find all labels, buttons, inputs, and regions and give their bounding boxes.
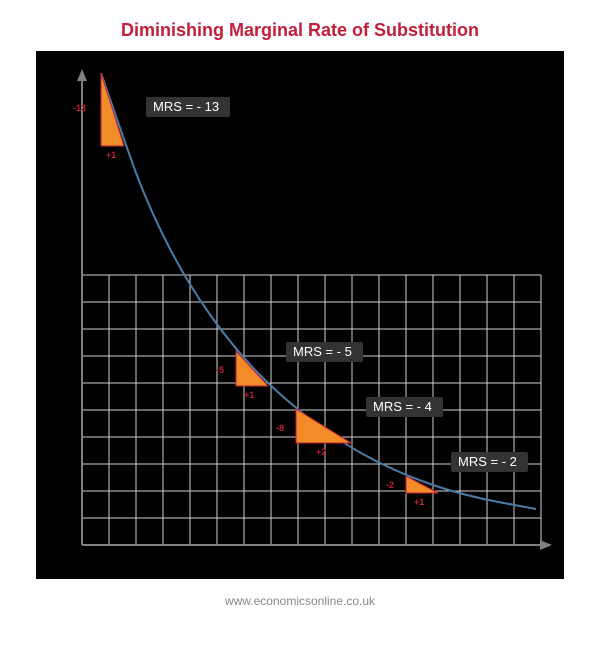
chart-title: Diminishing Marginal Rate of Substitutio… xyxy=(0,0,600,51)
svg-text:-8: -8 xyxy=(276,423,284,433)
svg-text:-5: -5 xyxy=(216,365,224,375)
svg-text:+2: +2 xyxy=(316,447,326,457)
axes xyxy=(77,69,552,550)
svg-text:MRS = - 13: MRS = - 13 xyxy=(153,99,219,114)
mrs-triangle-2: -8 +2 MRS = - 4 xyxy=(276,397,443,457)
footer-text: www.economicsonline.co.uk xyxy=(0,579,600,608)
chart-area: -13 +1 MRS = - 13 -5 +1 MRS = - 5 -8 +2 MRS = - … xyxy=(36,51,564,579)
mrs-triangle-0: -13 +1 MRS = - 13 xyxy=(73,73,230,160)
svg-text:-13: -13 xyxy=(73,103,86,113)
svg-text:+1: +1 xyxy=(244,390,254,400)
svg-text:MRS = - 2: MRS = - 2 xyxy=(458,454,517,469)
grid xyxy=(82,275,541,545)
mrs-triangle-3: -2 +1 MRS = - 2 xyxy=(386,452,528,507)
svg-text:MRS = - 4: MRS = - 4 xyxy=(373,399,432,414)
svg-text:+1: +1 xyxy=(106,150,116,160)
chart-svg: -13 +1 MRS = - 13 -5 +1 MRS = - 5 -8 +2 MRS = - … xyxy=(36,51,564,579)
svg-text:+1: +1 xyxy=(414,497,424,507)
svg-text:-2: -2 xyxy=(386,480,394,490)
svg-text:MRS = - 5: MRS = - 5 xyxy=(293,344,352,359)
indifference-curve xyxy=(101,73,536,509)
